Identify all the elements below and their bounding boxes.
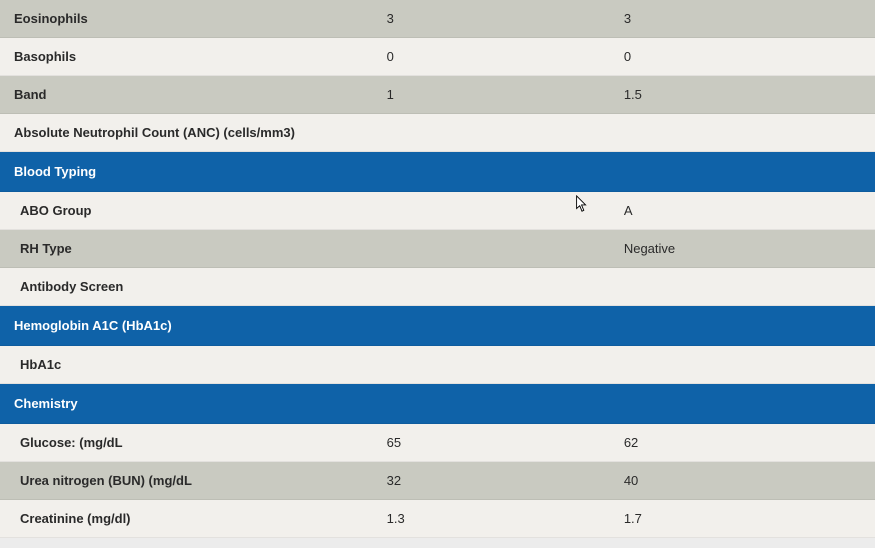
row-band: Band 1 1.5 (0, 76, 875, 114)
row-antibody-screen: Antibody Screen (0, 268, 875, 306)
label-rh: RH Type (14, 241, 387, 256)
value1-basophils: 0 (387, 49, 624, 64)
label-eosinophils: Eosinophils (14, 11, 387, 26)
value1-creatinine: 1.3 (387, 511, 624, 526)
value2-rh: Negative (624, 241, 861, 256)
value2-eosinophils: 3 (624, 11, 861, 26)
value2-band: 1.5 (624, 87, 861, 102)
row-glucose: Glucose: (mg/dL 65 62 (0, 424, 875, 462)
row-rh-type: RH Type Negative (0, 230, 875, 268)
row-eosinophils: Eosinophils 3 3 (0, 0, 875, 38)
value1-eosinophils: 3 (387, 11, 624, 26)
row-abo-group: ABO Group A (0, 192, 875, 230)
value2-glucose: 62 (624, 435, 861, 450)
header-label-chemistry: Chemistry (14, 396, 387, 411)
value2-creatinine: 1.7 (624, 511, 861, 526)
row-bun: Urea nitrogen (BUN) (mg/dL 32 40 (0, 462, 875, 500)
value1-glucose: 65 (387, 435, 624, 450)
section-header-chemistry[interactable]: Chemistry (0, 384, 875, 424)
value1-bun: 32 (387, 473, 624, 488)
label-basophils: Basophils (14, 49, 387, 64)
label-creatinine: Creatinine (mg/dl) (14, 511, 387, 526)
lab-results-table: Eosinophils 3 3 Basophils 0 0 Band 1 1.5… (0, 0, 875, 538)
row-creatinine: Creatinine (mg/dl) 1.3 1.7 (0, 500, 875, 538)
label-glucose: Glucose: (mg/dL (14, 435, 387, 450)
label-band: Band (14, 87, 387, 102)
label-hba1c: HbA1c (14, 357, 387, 372)
row-anc: Absolute Neutrophil Count (ANC) (cells/m… (0, 114, 875, 152)
label-bun: Urea nitrogen (BUN) (mg/dL (14, 473, 387, 488)
section-header-hba1c[interactable]: Hemoglobin A1C (HbA1c) (0, 306, 875, 346)
section-header-blood-typing[interactable]: Blood Typing (0, 152, 875, 192)
label-antibody: Antibody Screen (14, 279, 387, 294)
header-label-hba1c: Hemoglobin A1C (HbA1c) (14, 318, 387, 333)
value2-basophils: 0 (624, 49, 861, 64)
row-basophils: Basophils 0 0 (0, 38, 875, 76)
value2-bun: 40 (624, 473, 861, 488)
row-hba1c: HbA1c (0, 346, 875, 384)
label-abo: ABO Group (14, 203, 387, 218)
value1-band: 1 (387, 87, 624, 102)
header-label-blood-typing: Blood Typing (14, 164, 387, 179)
label-anc: Absolute Neutrophil Count (ANC) (cells/m… (14, 125, 387, 140)
value2-abo: A (624, 203, 861, 218)
